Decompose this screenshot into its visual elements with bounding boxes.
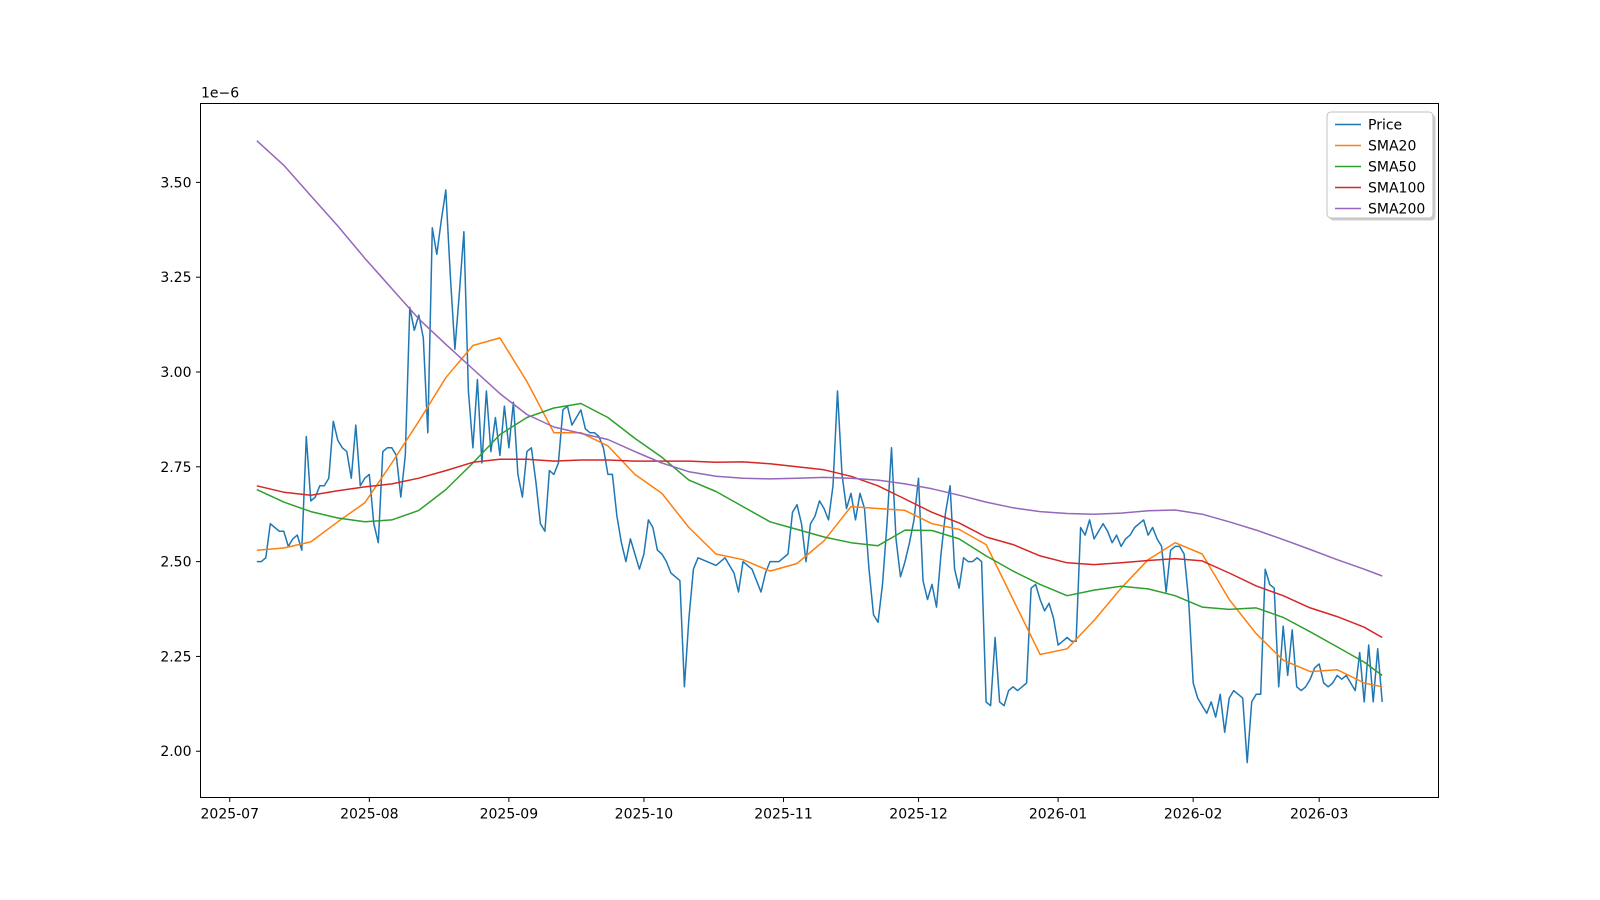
y-tick-label: 3.00 <box>160 365 191 381</box>
sma100-line <box>256 458 1383 639</box>
x-tick-label: 2025-11 <box>754 807 813 823</box>
y-tick-label: 3.50 <box>160 175 191 191</box>
y-tick-label: 2.50 <box>160 555 191 571</box>
x-tick-label: 2025-08 <box>340 807 399 823</box>
x-tick-label: 2026-02 <box>1164 807 1223 823</box>
legend-label-sma20: SMA20 <box>1368 139 1416 155</box>
x-tick-label: 2025-07 <box>201 807 260 823</box>
y-tick-label: 3.25 <box>160 270 191 286</box>
legend-label-price: Price <box>1368 118 1402 134</box>
axes-spines <box>200 103 1439 798</box>
x-tick-label: 2025-12 <box>889 807 948 823</box>
y-tick-label: 2.00 <box>160 744 191 760</box>
y-tick-label: 2.75 <box>160 460 191 476</box>
x-tick-label: 2026-03 <box>1290 807 1349 823</box>
legend-box <box>1326 111 1434 219</box>
legend-label-sma100: SMA100 <box>1368 181 1425 197</box>
plot-series-group <box>256 140 1383 764</box>
x-tick-label: 2025-10 <box>615 807 674 823</box>
price-line <box>256 189 1383 764</box>
x-tick-label: 2026-01 <box>1029 807 1088 823</box>
x-tick-label: 2025-09 <box>480 807 539 823</box>
legend-label-sma200: SMA200 <box>1368 202 1425 218</box>
y-tick-label: 2.25 <box>160 649 191 665</box>
y-axis-offset-label: 1e−6 <box>201 86 239 102</box>
sma200-line <box>256 140 1383 577</box>
sma50-line <box>256 402 1383 677</box>
legend-label-sma50: SMA50 <box>1368 160 1416 176</box>
sma20-line <box>256 337 1383 688</box>
